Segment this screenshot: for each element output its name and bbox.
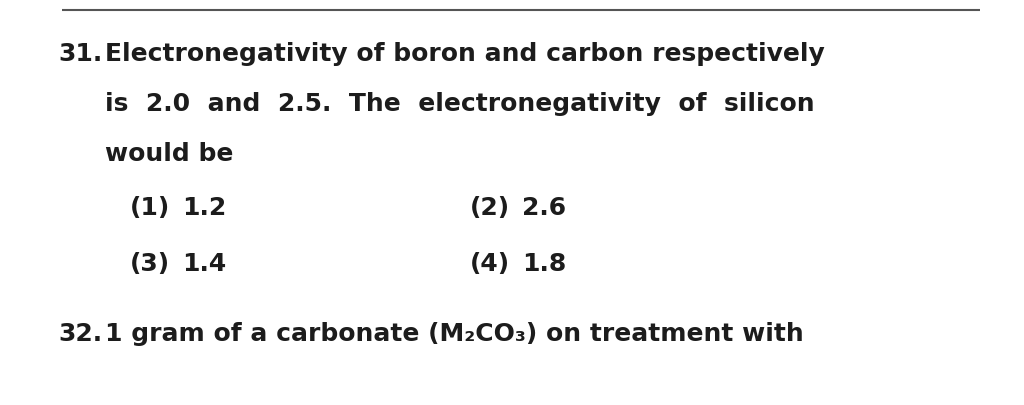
Text: 31.: 31. [58,42,102,66]
Text: 1 gram of a carbonate (M₂CO₃) on treatment with: 1 gram of a carbonate (M₂CO₃) on treatme… [105,322,804,346]
Text: 1.8: 1.8 [522,252,566,276]
Text: (1): (1) [130,196,170,220]
Text: 2.6: 2.6 [522,196,566,220]
Text: is  2.0  and  2.5.  The  electronegativity  of  silicon: is 2.0 and 2.5. The electronegativity of… [105,92,815,116]
Text: (3): (3) [130,252,170,276]
Text: 1.2: 1.2 [182,196,226,220]
Text: 1.4: 1.4 [182,252,226,276]
Text: 32.: 32. [58,322,102,346]
Text: (4): (4) [470,252,510,276]
Text: Electronegativity of boron and carbon respectively: Electronegativity of boron and carbon re… [105,42,824,66]
Text: would be: would be [105,142,233,166]
Text: (2): (2) [470,196,510,220]
